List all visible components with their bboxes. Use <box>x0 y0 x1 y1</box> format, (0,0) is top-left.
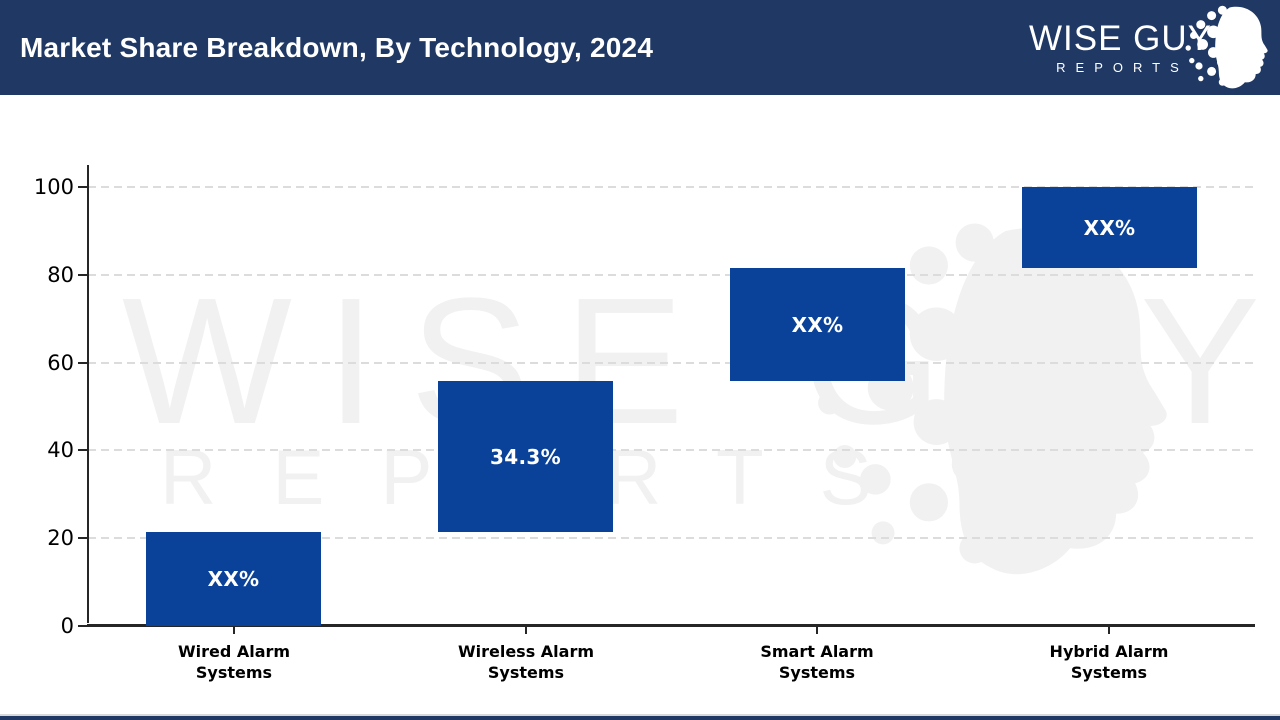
gridline-y-100 <box>88 186 1255 188</box>
header-bar: Market Share Breakdown, By Technology, 2… <box>0 0 1280 95</box>
logo-subtitle: REPORTS <box>1056 60 1189 75</box>
bar-segment: XX% <box>730 268 905 381</box>
footer-divider <box>0 714 1280 716</box>
category-label-line: Hybrid Alarm <box>1049 642 1169 661</box>
category-label-line: Systems <box>195 663 273 682</box>
category-label-line: Smart Alarm <box>760 642 874 661</box>
bar-segment: XX% <box>1022 187 1197 268</box>
category-label: Wireless Alarm Systems <box>416 641 636 683</box>
category-label-line: Systems <box>1070 663 1148 682</box>
y-tick-label: 40 <box>47 438 74 463</box>
gridline-y-60 <box>88 361 1255 364</box>
category-label-line: Wired Alarm <box>177 642 291 661</box>
page-title: Market Share Breakdown, By Technology, 2… <box>20 31 654 63</box>
y-tick-label: 80 <box>47 262 74 287</box>
logo-wordmark: WISE GUY <box>1028 19 1212 58</box>
y-axis-line <box>87 165 89 623</box>
y-tick-label: 100 <box>33 175 74 199</box>
gridline-y-80 <box>88 273 1255 276</box>
wise-guy-reports-logo: WISE GUY REPORTS <box>1029 2 1274 94</box>
waterfall-chart: 0 20 40 60 80 100 XX% Wired Alarm Systems 34.3% Wi… <box>0 95 1280 715</box>
y-tick-mark <box>78 449 87 452</box>
x-tick-mark <box>816 627 818 634</box>
y-tick-mark <box>78 361 87 364</box>
category-label: Wired Alarm Systems <box>124 641 344 683</box>
x-tick-mark <box>525 627 527 634</box>
gridline-y-20 <box>88 537 1255 540</box>
bar-value-label: XX% <box>207 567 260 591</box>
bar-segment: XX% <box>146 532 321 626</box>
x-axis-line <box>87 624 1255 627</box>
bar-segment: 34.3% <box>438 381 613 532</box>
x-tick-mark <box>233 627 235 634</box>
category-label: Smart Alarm Systems <box>707 641 927 683</box>
gridline-y-40 <box>88 449 1255 452</box>
y-tick-label: 20 <box>47 526 74 551</box>
bar-value-label: 34.3% <box>490 444 561 469</box>
y-tick-label: 0 <box>60 614 74 638</box>
category-label-line: Wireless Alarm <box>457 642 595 661</box>
category-label: Hybrid Alarm Systems <box>999 641 1219 683</box>
logo-text: WISE GUY REPORTS <box>1029 21 1212 75</box>
dotted-face-icon <box>1185 5 1268 89</box>
y-tick-mark <box>78 625 87 627</box>
y-tick-label: 60 <box>47 350 74 375</box>
bar-value-label: XX% <box>791 312 844 337</box>
bar-value-label: XX% <box>1083 215 1136 240</box>
x-tick-mark <box>1108 627 1110 634</box>
y-tick-mark <box>78 273 87 276</box>
category-label-line: Systems <box>487 663 565 682</box>
y-tick-mark <box>78 186 87 188</box>
y-tick-mark <box>78 537 87 540</box>
category-label-line: Systems <box>778 663 856 682</box>
footer-bar <box>0 716 1280 720</box>
